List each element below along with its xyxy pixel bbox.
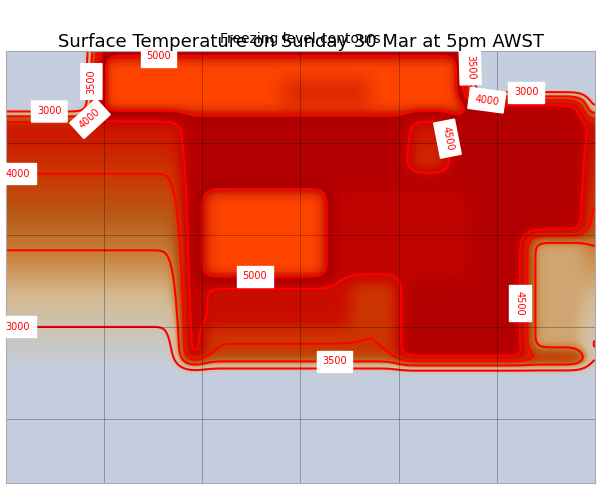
Text: 4000: 4000: [5, 169, 30, 179]
Text: 5000: 5000: [242, 271, 267, 282]
Text: 3500: 3500: [322, 356, 347, 366]
Text: 4500: 4500: [515, 291, 525, 315]
Text: 3000: 3000: [5, 322, 30, 332]
Text: 3000: 3000: [514, 87, 538, 97]
Text: 3000: 3000: [37, 106, 61, 117]
Title: Surface Temperature on Sunday 30 Mar at 5pm AWST: Surface Temperature on Sunday 30 Mar at …: [58, 33, 543, 51]
Text: 4000: 4000: [78, 107, 102, 131]
Text: 3500: 3500: [465, 54, 475, 79]
Text: 4500: 4500: [440, 125, 455, 152]
Text: Freezing level contours: Freezing level contours: [220, 32, 381, 46]
Text: 3500: 3500: [87, 69, 96, 94]
Text: 4000: 4000: [474, 94, 499, 107]
Text: 5000: 5000: [146, 51, 171, 61]
